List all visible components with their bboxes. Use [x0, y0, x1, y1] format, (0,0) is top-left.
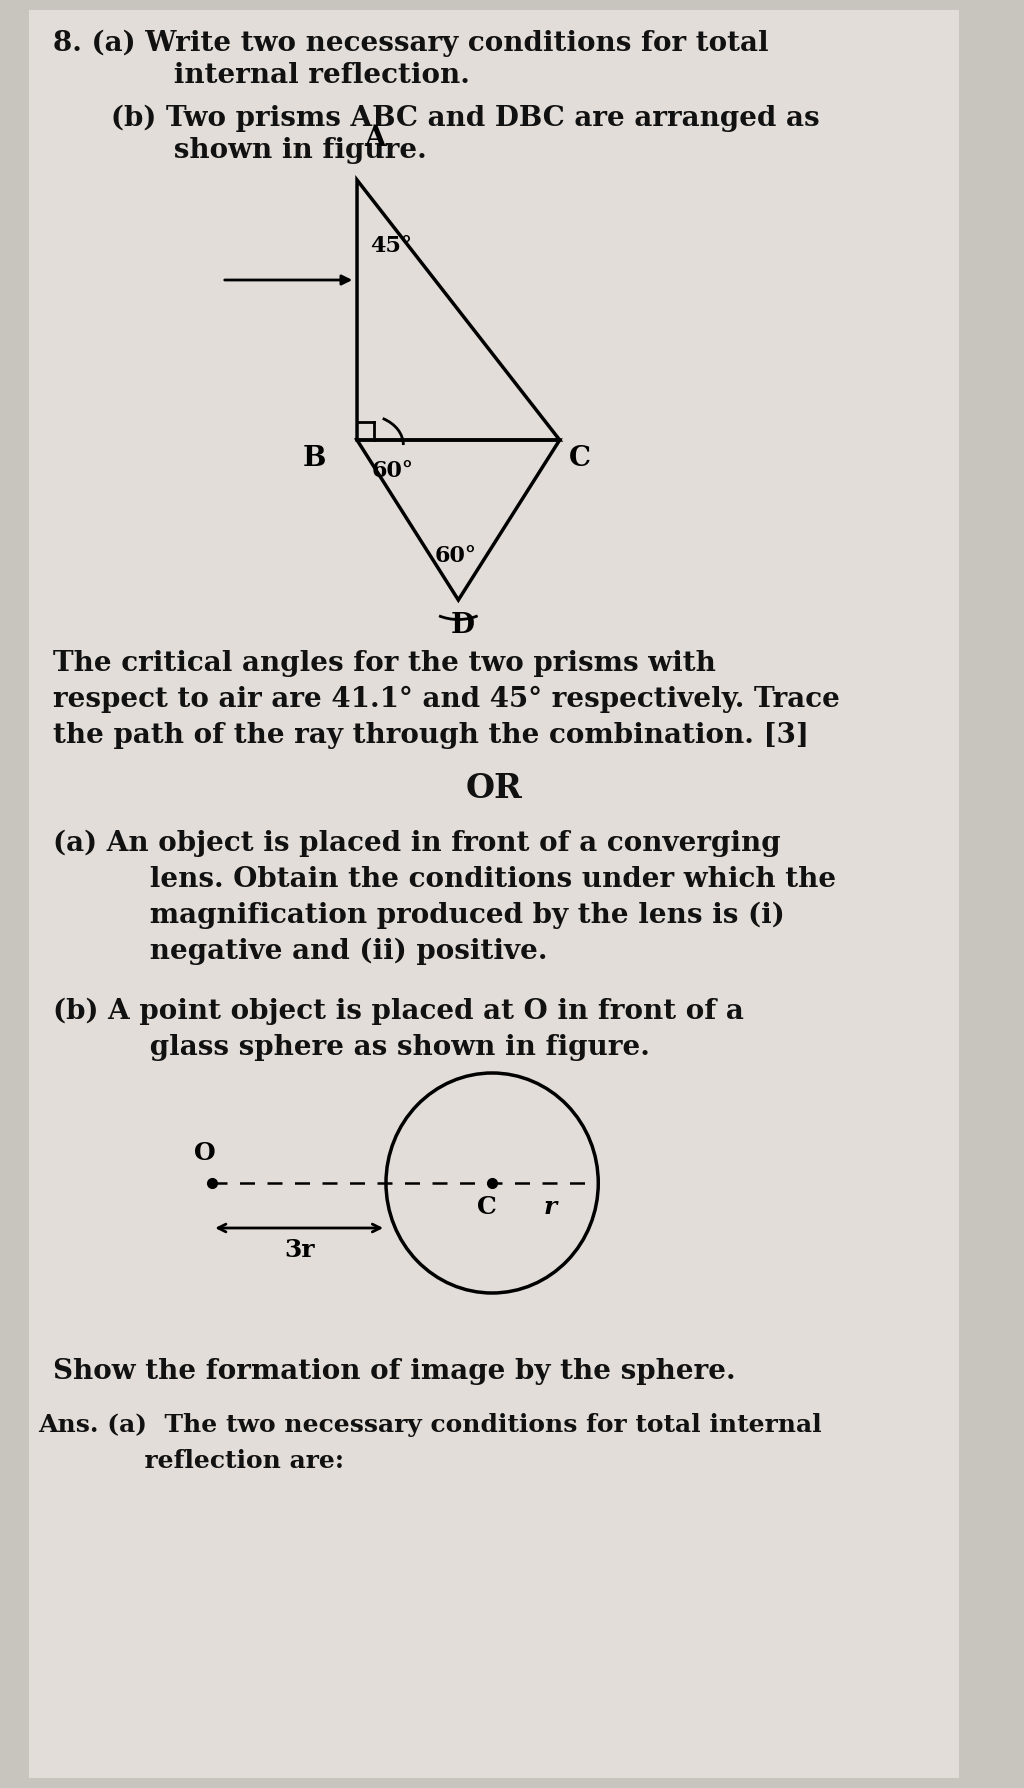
Text: Show the formation of image by the sphere.: Show the formation of image by the spher…	[53, 1359, 735, 1386]
FancyBboxPatch shape	[29, 11, 959, 1777]
Text: O: O	[194, 1141, 215, 1166]
Text: 60°: 60°	[434, 545, 476, 567]
Text: the path of the ray through the combination. [3]: the path of the ray through the combinat…	[53, 722, 809, 749]
Text: internal reflection.: internal reflection.	[116, 63, 470, 89]
Text: (a) An object is placed in front of a converging: (a) An object is placed in front of a co…	[53, 830, 780, 858]
Text: OR: OR	[466, 772, 522, 805]
Text: magnification produced by the lens is (i): magnification produced by the lens is (i…	[92, 901, 784, 930]
Text: 8. (a) Write two necessary conditions for total: 8. (a) Write two necessary conditions fo…	[53, 30, 769, 57]
Text: (b) Two prisms ABC and DBC are arranged as: (b) Two prisms ABC and DBC are arranged …	[82, 105, 819, 132]
Text: B: B	[303, 445, 327, 472]
Text: respect to air are 41.1° and 45° respectively. Trace: respect to air are 41.1° and 45° respect…	[53, 687, 840, 713]
Text: D: D	[452, 611, 475, 638]
Text: C: C	[569, 445, 591, 472]
Text: 60°: 60°	[372, 460, 414, 483]
Text: C: C	[477, 1194, 498, 1219]
Text: Ans. (a)  The two necessary conditions for total internal: Ans. (a) The two necessary conditions fo…	[39, 1413, 822, 1438]
Text: The critical angles for the two prisms with: The critical angles for the two prisms w…	[53, 651, 716, 678]
Text: glass sphere as shown in figure.: glass sphere as shown in figure.	[92, 1033, 649, 1060]
Text: (b) A point object is placed at O in front of a: (b) A point object is placed at O in fro…	[53, 998, 744, 1025]
Text: shown in figure.: shown in figure.	[116, 138, 427, 164]
Text: reflection are:: reflection are:	[92, 1448, 344, 1473]
Text: 45°: 45°	[371, 234, 413, 257]
Text: negative and (ii) positive.: negative and (ii) positive.	[92, 939, 547, 966]
Text: A: A	[365, 125, 386, 152]
Text: 3r: 3r	[284, 1237, 314, 1262]
Text: r: r	[544, 1194, 557, 1219]
Text: lens. Obtain the conditions under which the: lens. Obtain the conditions under which …	[92, 865, 836, 892]
